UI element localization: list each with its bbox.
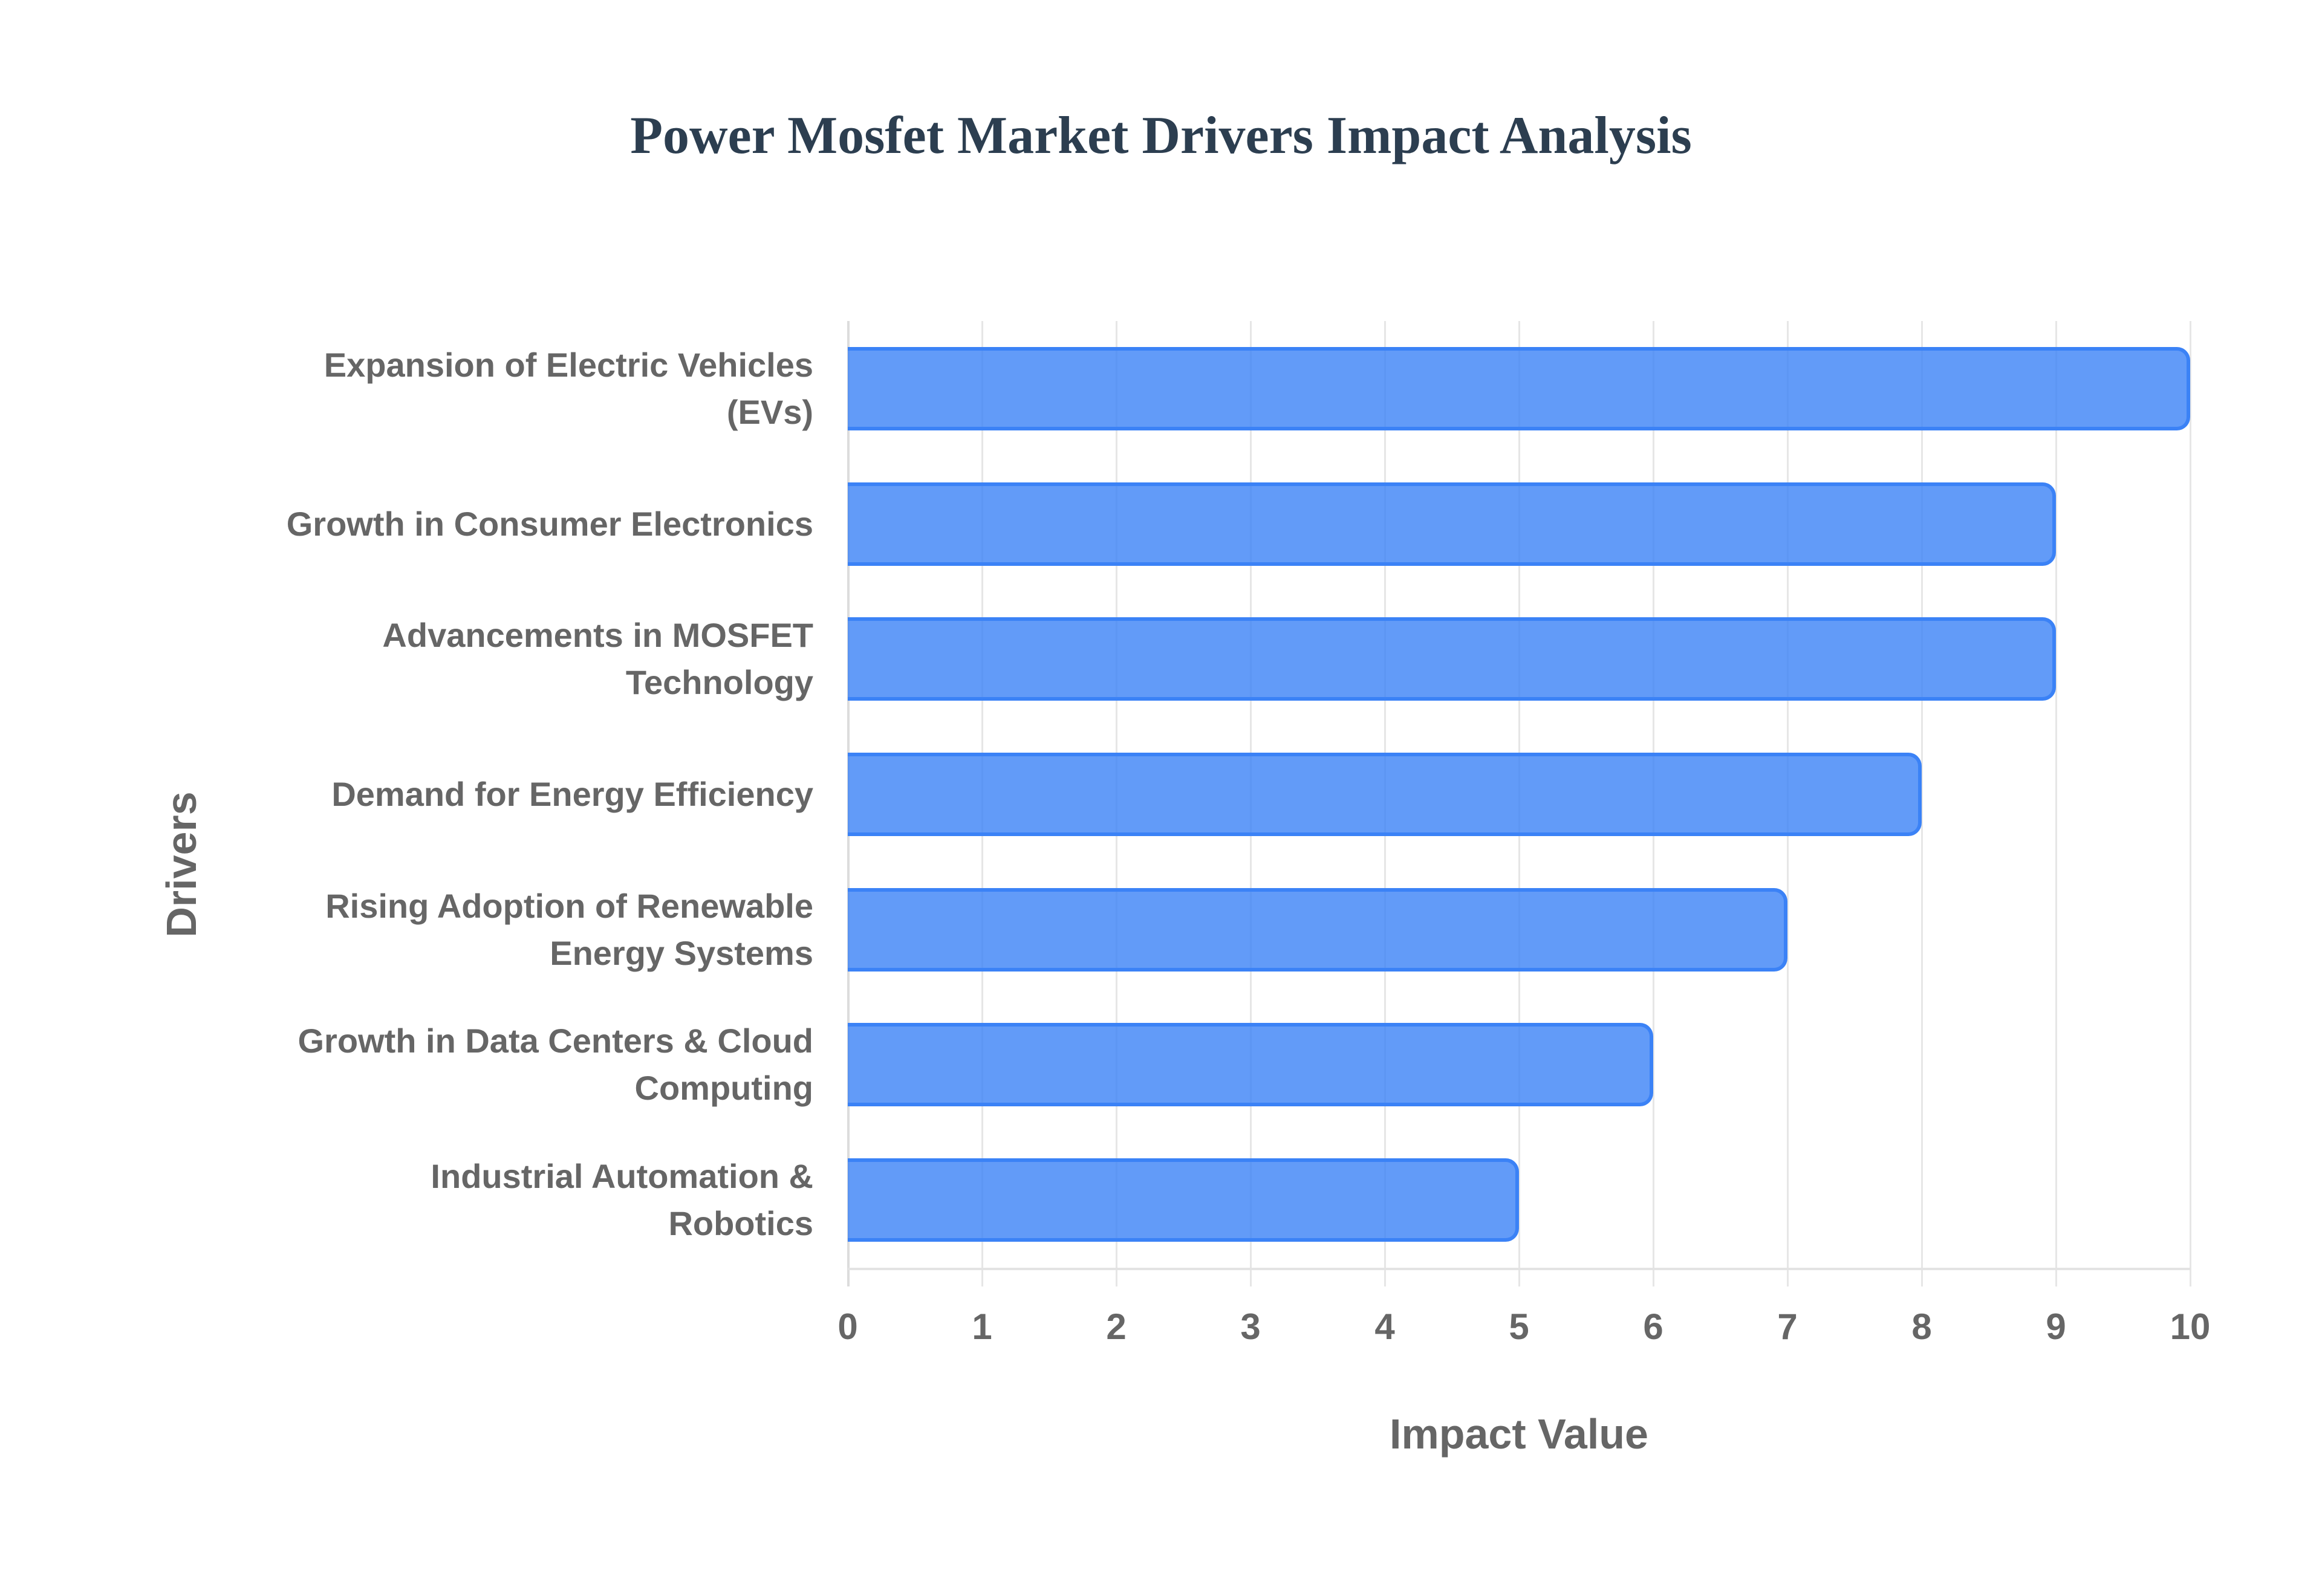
gridline [2190, 321, 2191, 1286]
x-tick-label: 5 [1509, 1306, 1529, 1347]
bar[interactable] [848, 1023, 1653, 1107]
y-tick-label: Growth in Consumer Electronics [209, 464, 813, 585]
x-axis-label: Impact Value [1390, 1410, 1648, 1458]
y-tick-label: Advancements in MOSFET Technology [209, 598, 813, 719]
y-tick-line: Rising Adoption of Renewable [325, 886, 813, 925]
y-tick-line: Growth in Data Centers & Cloud [298, 1022, 814, 1060]
x-tick-label: 1 [972, 1306, 992, 1347]
x-tick-label: 8 [1911, 1306, 1932, 1347]
gridline [2055, 321, 2057, 1286]
y-tick-line: Technology [625, 663, 813, 702]
bar[interactable] [848, 887, 1787, 972]
y-axis-label: Drivers [158, 791, 205, 938]
bar[interactable] [848, 482, 2056, 566]
y-tick-label: Expansion of Electric Vehicles (EVs) [209, 328, 813, 449]
y-tick-line: (EVs) [726, 392, 813, 431]
x-tick-label: 2 [1106, 1306, 1127, 1347]
y-tick-line: Advancements in MOSFET [382, 616, 813, 655]
x-tick-label: 10 [2170, 1306, 2211, 1347]
x-tick-label: 3 [1240, 1306, 1261, 1347]
bar[interactable] [848, 1158, 1519, 1242]
chart-title: Power Mosfet Market Drivers Impact Analy… [630, 106, 1692, 165]
y-tick-line: Growth in Consumer Electronics [286, 504, 813, 543]
y-tick-line: Demand for Energy Efficiency [331, 775, 813, 813]
x-tick-label: 6 [1643, 1306, 1663, 1347]
y-tick-line: Robotics [668, 1204, 813, 1243]
bar[interactable] [848, 753, 1922, 836]
x-tick-label: 4 [1374, 1306, 1395, 1347]
bar[interactable] [848, 617, 2056, 701]
y-tick-label: Rising Adoption of Renewable Energy Syste… [209, 869, 813, 990]
gridline [1921, 321, 1923, 1286]
y-tick-line: Industrial Automation & [431, 1157, 813, 1196]
y-tick-label: Industrial Automation & Robotics [209, 1140, 813, 1260]
y-tick-line: Expansion of Electric Vehicles [324, 345, 813, 384]
y-tick-line: Energy Systems [550, 933, 813, 972]
y-tick-label: Demand for Energy Efficiency [209, 734, 813, 855]
plot-area [847, 321, 2191, 1286]
x-tick-label: 9 [2046, 1306, 2066, 1347]
x-tick-label: 0 [837, 1306, 858, 1347]
y-tick-label: Growth in Data Centers & Cloud Computing [209, 1004, 814, 1125]
bar[interactable] [848, 346, 2190, 430]
y-tick-line: Computing [634, 1069, 813, 1108]
x-axis-line [848, 1268, 2190, 1270]
x-tick-label: 7 [1777, 1306, 1798, 1347]
